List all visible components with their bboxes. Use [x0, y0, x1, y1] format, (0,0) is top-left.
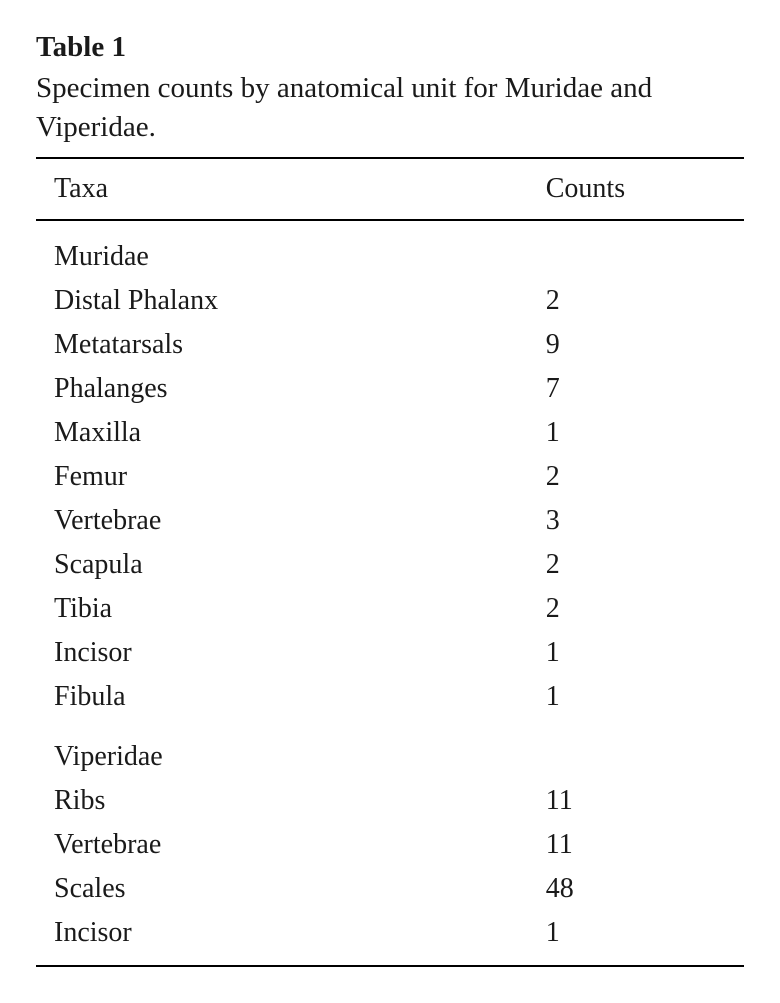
table-row: Maxilla1	[36, 411, 744, 455]
taxon-cell: Scales	[36, 867, 546, 911]
table-row: Ribs11	[36, 779, 744, 823]
count-cell: 1	[546, 911, 744, 966]
count-cell: 1	[546, 675, 744, 719]
table-row: Scapula2	[36, 543, 744, 587]
taxon-cell: Distal Phalanx	[36, 279, 546, 323]
count-cell: 11	[546, 823, 744, 867]
table-row: Tibia2	[36, 587, 744, 631]
taxon-cell: Scapula	[36, 543, 546, 587]
group-count-blank	[546, 220, 744, 279]
col-header-counts: Counts	[546, 158, 744, 220]
table-row: Vertebrae3	[36, 499, 744, 543]
group-row: Viperidae	[36, 719, 744, 779]
taxon-cell: Fibula	[36, 675, 546, 719]
taxon-cell: Vertebrae	[36, 499, 546, 543]
taxon-cell: Ribs	[36, 779, 546, 823]
table-row: Vertebrae11	[36, 823, 744, 867]
taxon-cell: Incisor	[36, 631, 546, 675]
count-cell: 11	[546, 779, 744, 823]
taxon-cell: Tibia	[36, 587, 546, 631]
count-cell: 7	[546, 367, 744, 411]
table-body: MuridaeDistal Phalanx2Metatarsals9Phalan…	[36, 220, 744, 966]
count-cell: 1	[546, 411, 744, 455]
taxon-cell: Vertebrae	[36, 823, 546, 867]
table-row: Incisor1	[36, 631, 744, 675]
group-name: Muridae	[36, 220, 546, 279]
table-row: Femur2	[36, 455, 744, 499]
table-label: Table 1	[36, 28, 744, 67]
table-row: Incisor1	[36, 911, 744, 966]
group-row: Muridae	[36, 220, 744, 279]
count-cell: 9	[546, 323, 744, 367]
table-row: Distal Phalanx2	[36, 279, 744, 323]
count-cell: 2	[546, 543, 744, 587]
group-name: Viperidae	[36, 719, 546, 779]
taxon-cell: Metatarsals	[36, 323, 546, 367]
table-row: Fibula1	[36, 675, 744, 719]
count-cell: 48	[546, 867, 744, 911]
taxon-cell: Femur	[36, 455, 546, 499]
table-caption: Specimen counts by anatomical unit for M…	[36, 69, 744, 147]
count-cell: 2	[546, 587, 744, 631]
count-cell: 3	[546, 499, 744, 543]
count-cell: 2	[546, 279, 744, 323]
table-header-row: Taxa Counts	[36, 158, 744, 220]
count-cell: 1	[546, 631, 744, 675]
table-row: Metatarsals9	[36, 323, 744, 367]
count-cell: 2	[546, 455, 744, 499]
specimen-table: Taxa Counts MuridaeDistal Phalanx2Metata…	[36, 157, 744, 967]
page: Table 1 Specimen counts by anatomical un…	[0, 0, 780, 1003]
table-row: Scales48	[36, 867, 744, 911]
table-row: Phalanges7	[36, 367, 744, 411]
taxon-cell: Maxilla	[36, 411, 546, 455]
taxon-cell: Phalanges	[36, 367, 546, 411]
taxon-cell: Incisor	[36, 911, 546, 966]
group-count-blank	[546, 719, 744, 779]
col-header-taxa: Taxa	[36, 158, 546, 220]
